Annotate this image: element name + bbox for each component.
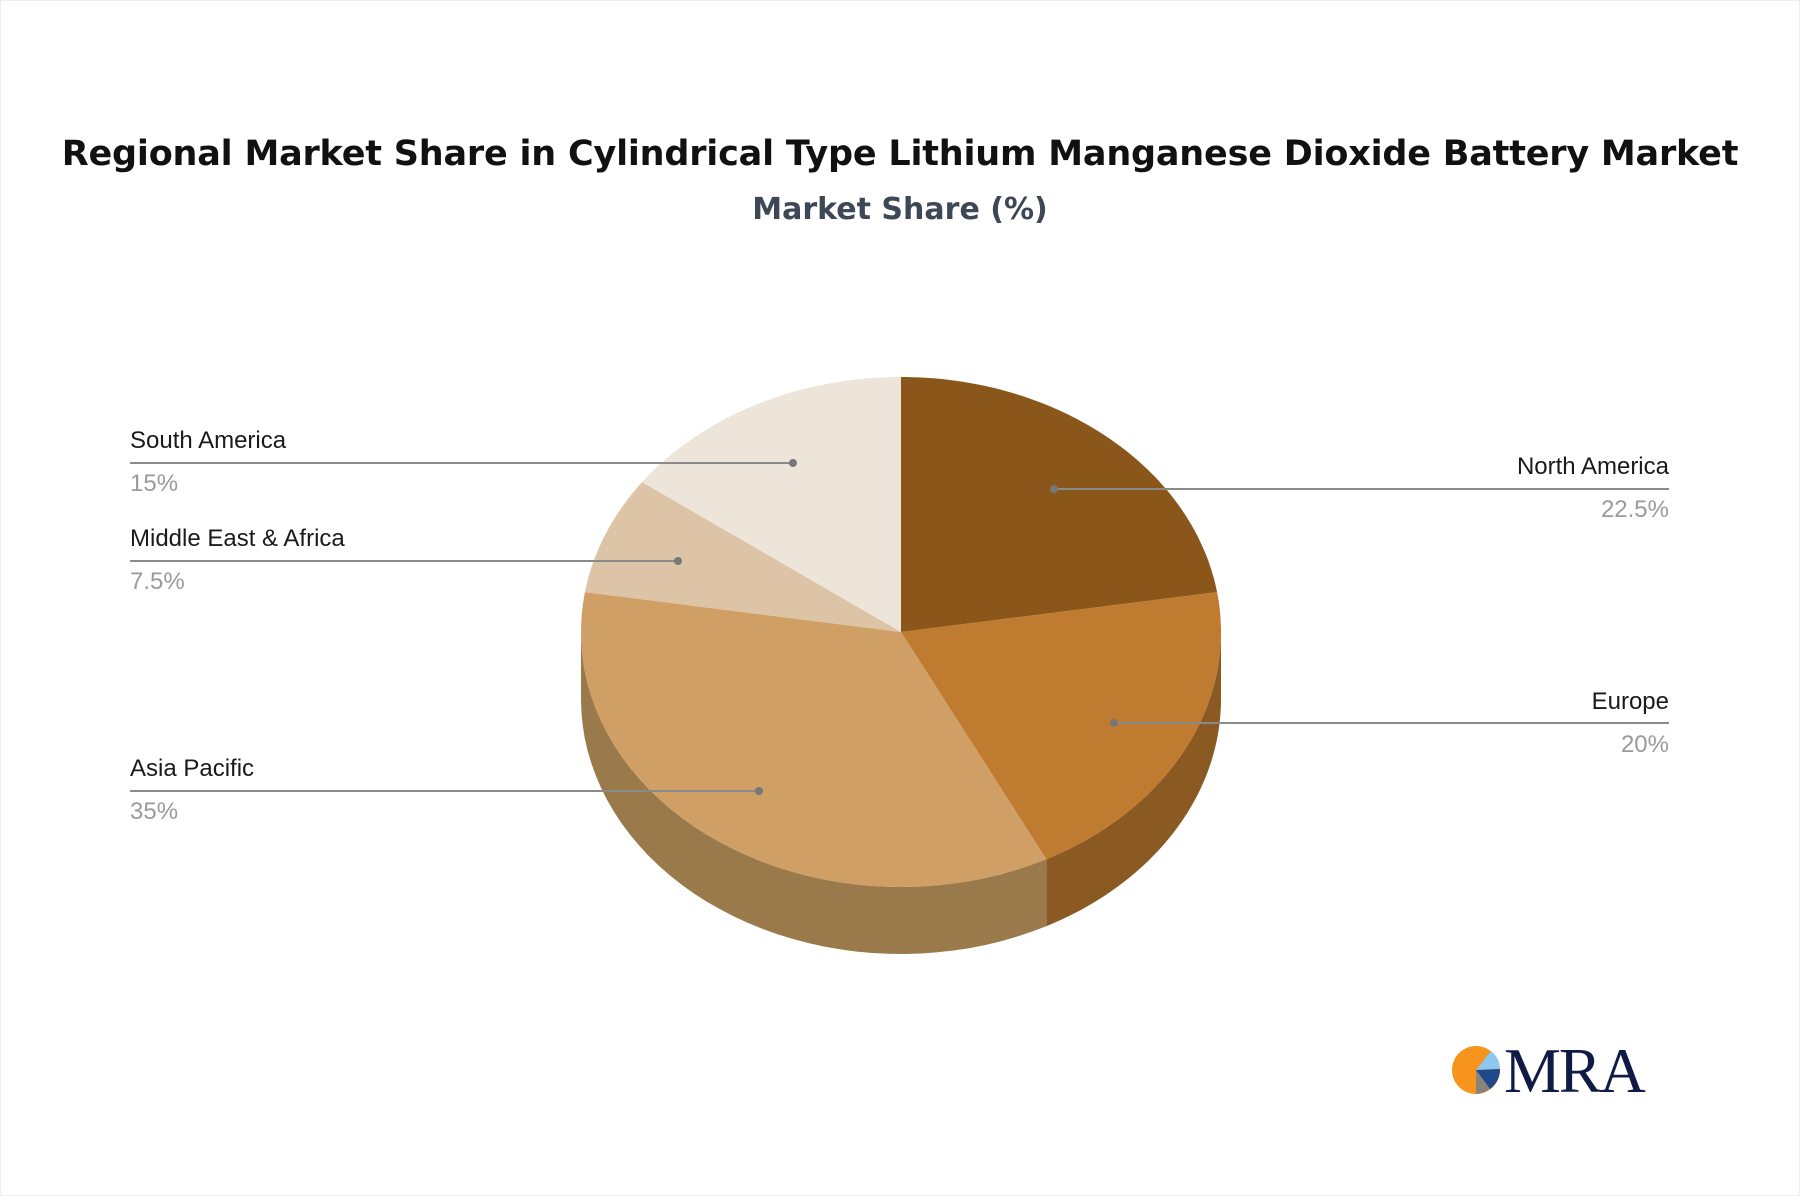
leader-dot — [1050, 485, 1058, 493]
label-south-america: South America — [130, 427, 287, 454]
value-europe: 20% — [1620, 731, 1669, 758]
label-north-america: North America — [1516, 453, 1669, 480]
label-asia-pacific: Asia Pacific — [130, 755, 255, 782]
leader-dot — [1110, 719, 1118, 727]
logo-text: MRA — [1504, 1035, 1646, 1106]
pie-tops — [581, 377, 1221, 887]
leader-dot — [755, 787, 763, 795]
chart-subtitle: Market Share (%) — [752, 192, 1048, 227]
label-europe: Europe — [1591, 688, 1669, 715]
leader-dot — [674, 557, 682, 565]
pie-slice-europe[interactable] — [901, 592, 1221, 860]
pie-sides — [581, 632, 1221, 954]
value-asia-pacific: 35% — [130, 798, 179, 825]
value-north-america: 22.5% — [1600, 496, 1669, 523]
pie-slice-middle-east-africa[interactable] — [584, 482, 901, 632]
chart-title: Regional Market Share in Cylindrical Typ… — [61, 134, 1739, 174]
value-south-america: 15% — [130, 470, 179, 497]
value-middle-east-africa: 7.5% — [130, 568, 185, 595]
pie-logo-icon — [1452, 1046, 1501, 1094]
pie-slice-asia-pacific[interactable] — [581, 592, 1047, 887]
pie-slice-north-america[interactable] — [901, 377, 1218, 632]
leader-dot — [789, 459, 797, 467]
pie-slice-south-america[interactable] — [642, 377, 901, 632]
mra-logo: MRA — [1448, 1035, 1648, 1106]
pie-leader-lines — [130, 459, 1669, 795]
label-middle-east-africa: Middle East & Africa — [130, 525, 345, 552]
pie-side-asia-pacific — [581, 632, 1047, 954]
pie-side-europe — [1046, 632, 1221, 927]
